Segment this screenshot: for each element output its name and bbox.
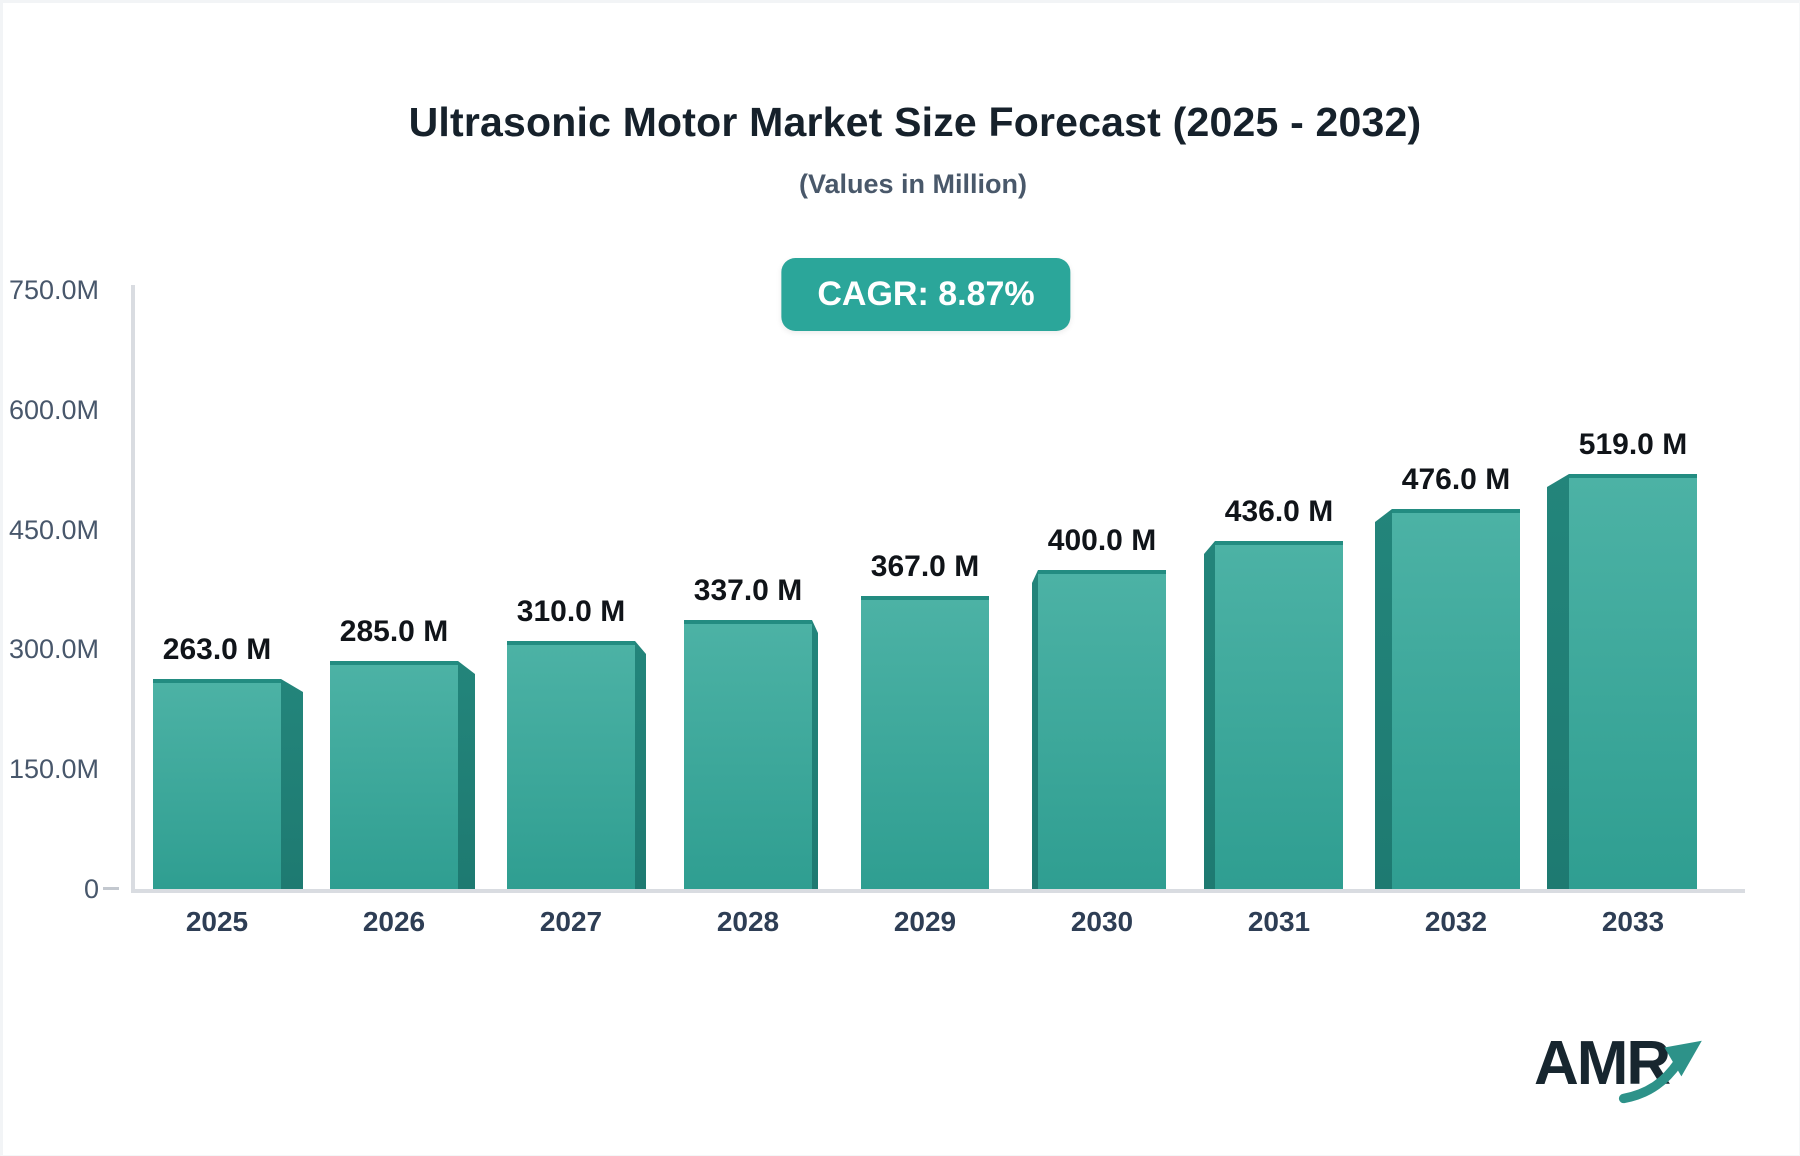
bar-value-label-2033: 519.0 M: [1578, 428, 1688, 461]
bar-value-label-2027: 310.0 M: [516, 595, 626, 628]
y-tick-label-450.0M: 450.0M: [8, 515, 99, 545]
y-tick-label-300.0M: 300.0M: [8, 634, 99, 664]
bar-value-label-2026: 285.0 M: [339, 615, 449, 648]
zero-tick-mark: [103, 887, 119, 890]
bar-2028[interactable]: [684, 620, 812, 889]
x-tick-label-2032: 2032: [1424, 906, 1488, 937]
bar-side-face-2026: [458, 661, 475, 889]
bar-side-face-2032: [1375, 509, 1392, 889]
bar-2025[interactable]: [153, 679, 281, 889]
bar-value-label-2029: 367.0 M: [870, 550, 980, 583]
y-tick-label-750.0M: 750.0M: [8, 275, 99, 305]
x-axis-line: [131, 889, 1745, 893]
bar-side-face-2027: [635, 641, 646, 889]
bar-2033[interactable]: [1569, 474, 1697, 889]
x-tick-label-2026: 2026: [362, 906, 426, 937]
bar-side-face-2031: [1204, 541, 1215, 889]
chart-subtitle: (Values in Million): [798, 169, 1028, 199]
bar-value-label-2031: 436.0 M: [1224, 495, 1334, 528]
x-tick-label-2033: 2033: [1601, 906, 1665, 937]
amr-logo[interactable]: AMR: [1534, 1033, 1720, 1117]
bar-2029[interactable]: [861, 596, 989, 889]
amr-logo-text: AMR: [1534, 1029, 1671, 1098]
x-tick-label-2025: 2025: [185, 906, 249, 937]
bar-side-face-2030: [1032, 570, 1038, 889]
bar-value-label-2030: 400.0 M: [1047, 524, 1157, 557]
bar-side-face-2033: [1547, 474, 1569, 889]
y-tick-label-600.0M: 600.0M: [8, 395, 99, 425]
growth-arrow-icon: [1618, 1040, 1702, 1104]
bar-2032[interactable]: [1392, 509, 1520, 889]
bar-2031[interactable]: [1215, 541, 1343, 889]
x-tick-label-2031: 2031: [1247, 906, 1311, 937]
x-tick-label-2027: 2027: [539, 906, 603, 937]
bar-2027[interactable]: [507, 641, 635, 889]
y-tick-label-150.0M: 150.0M: [8, 754, 99, 784]
bar-2026[interactable]: [330, 661, 458, 889]
bar-value-label-2032: 476.0 M: [1401, 463, 1511, 496]
bar-value-label-2028: 337.0 M: [693, 574, 803, 607]
bar-value-label-2025: 263.0 M: [162, 633, 272, 666]
y-axis-line: [131, 285, 135, 889]
cagr-badge[interactable]: CAGR: 8.87%: [781, 258, 1071, 331]
bar-side-face-2025: [281, 679, 303, 889]
x-tick-label-2028: 2028: [716, 906, 780, 937]
bar-side-face-2028: [812, 620, 818, 889]
y-tick-label-0: 0: [83, 874, 99, 904]
bar-2030[interactable]: [1038, 570, 1166, 889]
chart-title: Ultrasonic Motor Market Size Forecast (2…: [408, 99, 1422, 145]
x-tick-label-2029: 2029: [893, 906, 957, 937]
x-tick-label-2030: 2030: [1070, 906, 1134, 937]
